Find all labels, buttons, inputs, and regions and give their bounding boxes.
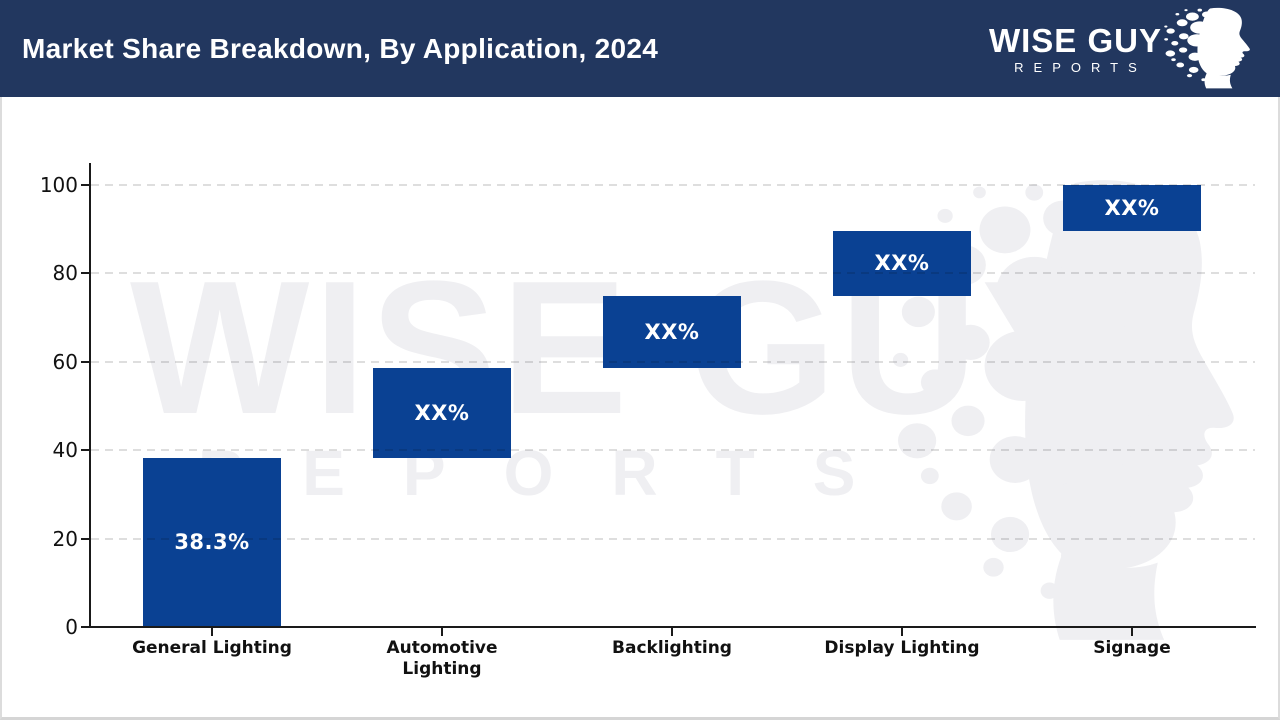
logo-text: WISE GUY REPORTS	[989, 24, 1162, 74]
chart-area: WISE GUY REPORTS 0 20 40 60 80 100 38.3% Genera…	[0, 97, 1280, 720]
y-tick-label: 100	[39, 173, 78, 197]
header: Market Share Breakdown, By Application, …	[0, 0, 1280, 97]
bar: XX%	[373, 368, 511, 458]
bar: XX%	[1063, 185, 1201, 231]
logo-wordmark: WISE GUY	[988, 21, 1162, 59]
category-label: Signage	[1093, 638, 1171, 658]
y-tick	[81, 360, 89, 363]
y-axis-line	[89, 163, 91, 628]
y-tick-label: 40	[52, 438, 78, 463]
logo-subtext: REPORTS	[1014, 59, 1147, 75]
plot-area: 0 20 40 60 80 100 38.3% General Lighting XX% Auto…	[2, 97, 1280, 717]
wiseguy-head-icon	[1164, 7, 1250, 88]
x-tick	[671, 628, 673, 636]
category-label: Display Lighting	[824, 638, 980, 658]
x-tick	[901, 628, 903, 636]
bar: 38.3%	[143, 457, 281, 627]
y-tick	[81, 272, 89, 275]
category-label: General Lighting	[132, 638, 292, 658]
y-tick-label: 0	[65, 615, 78, 639]
category-label: Automotive Lighting	[386, 638, 498, 680]
logo: WISE GUY REPORTS	[989, 6, 1258, 92]
bar-label: XX%	[1104, 195, 1160, 220]
bar-label: XX%	[414, 401, 470, 426]
bar-label: XX%	[644, 320, 700, 345]
bar: XX%	[603, 296, 741, 369]
gridline	[91, 449, 1255, 452]
x-tick	[441, 628, 443, 636]
gridline	[91, 360, 1255, 363]
gridline	[91, 272, 1255, 275]
gridline	[91, 537, 1255, 540]
bar-label: XX%	[874, 251, 930, 276]
x-axis-line	[89, 626, 1256, 628]
watermark-subtext: REPORTS	[198, 437, 914, 509]
y-tick	[81, 537, 89, 540]
bar: XX%	[833, 230, 971, 297]
y-tick-label: 80	[52, 261, 78, 286]
gridline	[91, 184, 1255, 186]
y-tick	[81, 449, 89, 452]
y-tick	[81, 184, 89, 186]
x-tick	[1131, 628, 1133, 636]
page-title: Market Share Breakdown, By Application, …	[22, 32, 659, 64]
y-tick-label: 60	[52, 349, 78, 374]
y-tick-label: 20	[52, 526, 78, 551]
category-label: Backlighting	[612, 638, 732, 658]
x-tick	[211, 628, 213, 636]
y-tick	[81, 626, 89, 628]
bar-label: 38.3%	[174, 530, 250, 555]
